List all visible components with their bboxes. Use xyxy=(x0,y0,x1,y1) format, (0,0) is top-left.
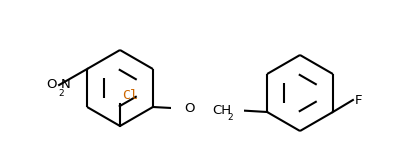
Text: O: O xyxy=(47,79,57,92)
Text: Cl: Cl xyxy=(122,89,138,102)
Text: 2: 2 xyxy=(227,113,233,122)
Text: N: N xyxy=(61,79,71,92)
Text: 2: 2 xyxy=(58,89,64,98)
Text: O: O xyxy=(184,102,195,115)
Text: F: F xyxy=(355,94,362,106)
Text: CH: CH xyxy=(212,103,231,116)
